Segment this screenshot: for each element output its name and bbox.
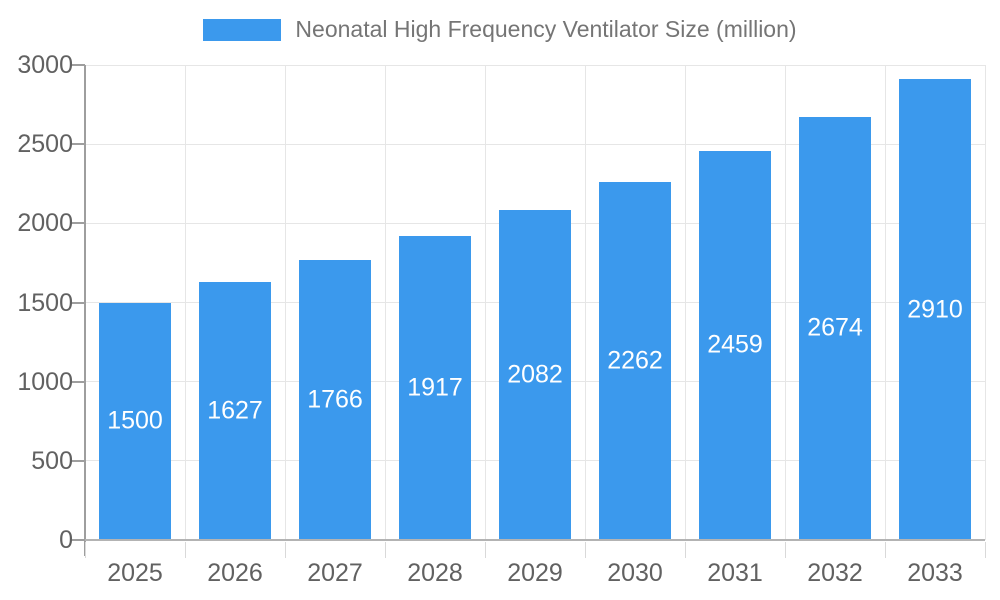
x-axis-label: 2033 [907,559,963,587]
bar-value-label: 2262 [607,346,663,375]
y-axis-tick [70,539,85,541]
x-axis-tick [984,542,986,558]
v-gridline [384,65,386,540]
v-gridline [684,65,686,540]
bar-value-label: 2910 [907,295,963,324]
x-axis-tick [184,542,186,558]
y-axis-label: 2000 [17,209,73,238]
legend: Neonatal High Frequency Ventilator Size … [0,16,1000,43]
v-gridline [184,65,186,540]
h-gridline [85,64,985,66]
bar-value-label: 1627 [207,396,263,425]
v-gridline [984,65,986,540]
bar-2031[interactable]: 2459 [699,150,771,540]
bar-value-label: 1500 [107,406,163,435]
bar-value-label: 1766 [307,385,363,414]
y-axis-tick [70,143,85,146]
x-axis-tick [84,542,86,558]
y-axis-label: 1500 [17,288,73,317]
x-axis-label: 2029 [507,559,563,587]
x-axis-label: 2025 [107,559,163,587]
bar-value-label: 2082 [507,360,563,389]
v-gridline [484,65,486,540]
x-axis-label: 2031 [707,559,763,587]
bar-2029[interactable]: 2082 [499,210,571,540]
legend-label: Neonatal High Frequency Ventilator Size … [295,16,797,42]
h-gridline [85,143,985,145]
bar-value-label: 2459 [707,330,763,359]
y-axis-label: 3000 [17,51,73,79]
bar-value-label: 2674 [807,313,863,342]
y-axis-line [84,65,86,556]
x-axis-tick [784,542,786,558]
x-axis-label: 2028 [407,559,463,587]
y-axis-label: 500 [31,446,73,475]
bar-2025[interactable]: 1500 [99,302,171,540]
bar-2033[interactable]: 2910 [899,79,971,540]
y-axis-tick [70,459,85,462]
y-axis-label: 1000 [17,367,73,396]
bar-2026[interactable]: 1627 [199,282,271,540]
legend-item[interactable]: Neonatal High Frequency Ventilator Size … [203,16,797,43]
x-axis-tick [884,542,886,558]
v-gridline [584,65,586,540]
y-axis-label: 2500 [17,130,73,159]
x-axis-label: 2030 [607,559,663,587]
bar-value-label: 1917 [407,373,463,402]
y-axis-tick [70,301,85,304]
x-axis-label: 2026 [207,559,263,587]
x-axis-tick [584,542,586,558]
x-axis-tick [384,542,386,558]
x-axis-line [85,539,985,541]
bar-2030[interactable]: 2262 [599,181,671,540]
x-axis-tick [484,542,486,558]
x-axis-label: 2032 [807,559,863,587]
x-axis-tick [684,542,686,558]
v-gridline [884,65,886,540]
y-axis-tick [70,64,85,66]
plot-area: 1500 1627 1766 1917 2082 2262 2459 2674 2910 [85,64,986,540]
v-gridline [284,65,286,540]
bar-2028[interactable]: 1917 [399,236,471,540]
bar-2032[interactable]: 2674 [799,116,871,540]
y-axis-tick [70,380,85,383]
y-axis-label: 0 [59,526,73,554]
bar-2027[interactable]: 1766 [299,260,371,540]
y-axis-tick [70,222,85,225]
x-axis-label: 2027 [307,559,363,587]
x-axis-tick [284,542,286,558]
v-gridline [784,65,786,540]
legend-swatch-icon [203,18,282,41]
